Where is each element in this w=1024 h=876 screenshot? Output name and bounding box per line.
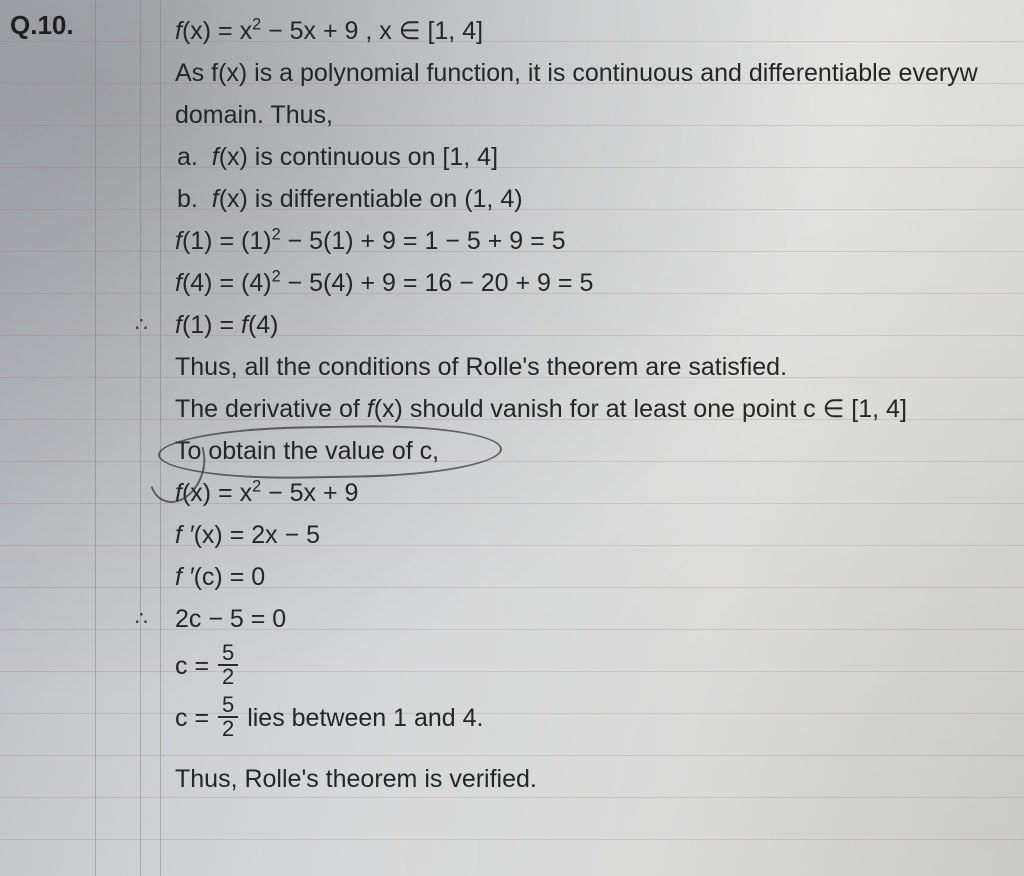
line-poly-cont: As f(x) is a polynomial function, it is … [175, 52, 1018, 94]
c-equals-label: c = [175, 704, 216, 732]
line-f1-eq-f4: ∴ f(1) = f(4) [175, 304, 1018, 346]
fraction-den: 2 [218, 666, 238, 688]
fraction-den: 2 [218, 718, 238, 740]
margin-rule-2 [140, 0, 141, 876]
line-fx-again: f(x) = x2 − 5x + 9 [175, 472, 1018, 514]
fraction-num: 5 [218, 694, 238, 718]
line-rolle-sat: Thus, all the conditions of Rolle's theo… [175, 346, 1018, 388]
line-rolle-verified: Thus, Rolle's theorem is verified. [175, 758, 537, 800]
line-obtain-c: To obtain the value of c, [175, 430, 1018, 472]
margin-rule-3 [160, 0, 161, 876]
line-f4: f(4) = (4)2 − 5(4) + 9 = 16 − 20 + 9 = 5 [175, 262, 1018, 304]
therefore-icon: ∴ [135, 304, 148, 346]
margin-rule-1 [95, 0, 96, 876]
line-fprime-x: f ′(x) = 2x − 5 [175, 514, 1018, 556]
line-f1: f(1) = (1)2 − 5(1) + 9 = 1 − 5 + 9 = 5 [175, 220, 1018, 262]
line-fx-def: f(x) = x2 − 5x + 9 , x ∈ [1, 4] [175, 10, 1018, 52]
line-c-lies-between: c = 52 lies between 1 and 4. [175, 692, 1018, 744]
lies-between-text: lies between 1 and 4. [240, 704, 483, 732]
line-domain-thus: domain. Thus, [175, 94, 1018, 136]
line-2c-5: ∴ 2c − 5 = 0 [175, 598, 1018, 640]
line-b-diff: b. f(x) is differentiable on (1, 4) [175, 178, 1018, 220]
line-a-cont: a. f(x) is continuous on [1, 4] [175, 136, 1018, 178]
line-deriv-vanish: The derivative of f(x) should vanish for… [175, 388, 1018, 430]
fraction-num: 5 [218, 642, 238, 666]
fraction-5-over-2: 52 [218, 642, 238, 688]
solution-body: f(x) = x2 − 5x + 9 , x ∈ [1, 4] As f(x) … [175, 10, 1018, 800]
fraction-5-over-2: 52 [218, 694, 238, 740]
line-fprime-c: f ′(c) = 0 [175, 556, 1018, 598]
c-equals-label: c = [175, 652, 216, 680]
therefore-icon: ∴ [135, 598, 148, 640]
line-c-eq-frac: c = 52 [175, 640, 1018, 692]
question-number: Q.10. [10, 10, 74, 41]
